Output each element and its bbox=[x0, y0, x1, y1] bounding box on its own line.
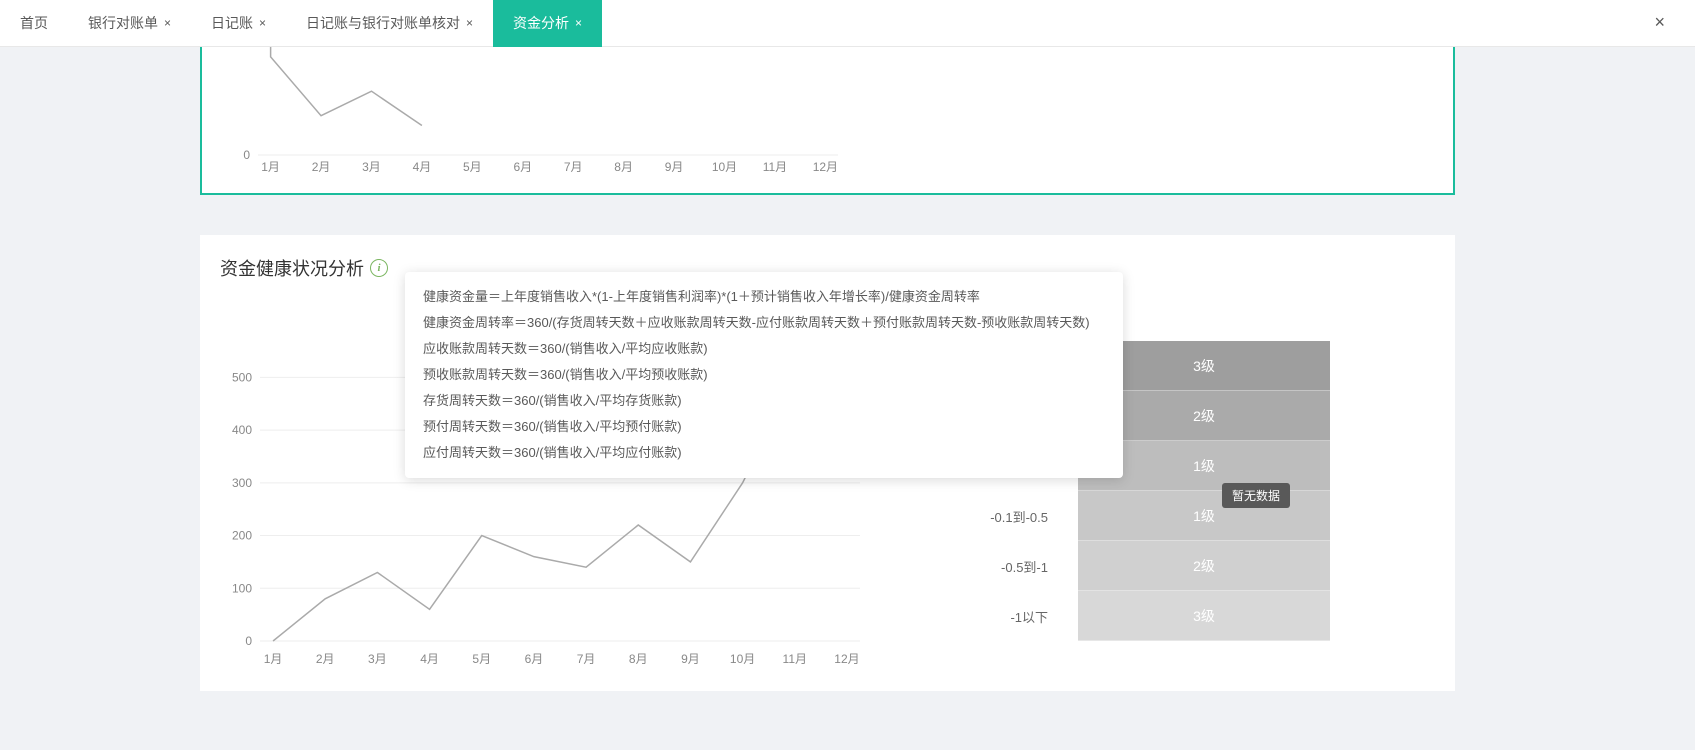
svg-text:6月: 6月 bbox=[525, 652, 544, 666]
tab-reconcile-label: 日记账与银行对账单核对 bbox=[306, 0, 460, 47]
section-title-row: 资金健康状况分析 i bbox=[220, 255, 388, 281]
tooltip-line: 应付周转天数＝360/(销售收入/平均应付账款) bbox=[423, 440, 1105, 466]
svg-text:12月: 12月 bbox=[834, 652, 859, 666]
tooltip-line: 健康资金量＝上年度销售收入*(1-上年度销售利润率)*(1＋预计销售收入年增长率… bbox=[423, 284, 1105, 310]
svg-text:3月: 3月 bbox=[362, 160, 381, 174]
svg-text:4月: 4月 bbox=[420, 652, 439, 666]
svg-text:5月: 5月 bbox=[463, 160, 482, 174]
tabs-bar: 首页 银行对账单 × 日记账 × 日记账与银行对账单核对 × 资金分析 × × bbox=[0, 0, 1695, 47]
svg-text:6月: 6月 bbox=[513, 160, 532, 174]
svg-text:10月: 10月 bbox=[712, 160, 737, 174]
tab-journal-label: 日记账 bbox=[211, 0, 253, 47]
svg-text:9月: 9月 bbox=[665, 160, 684, 174]
svg-text:500: 500 bbox=[232, 370, 252, 384]
tab-home[interactable]: 首页 bbox=[0, 0, 68, 47]
tooltip-line: 应收账款周转天数＝360/(销售收入/平均应收账款) bbox=[423, 336, 1105, 362]
tab-home-label: 首页 bbox=[20, 0, 48, 47]
svg-text:5月: 5月 bbox=[472, 652, 491, 666]
level-badge: 1级 bbox=[1078, 491, 1330, 541]
tooltip-line: 健康资金周转率＝360/(存货周转天数＋应收账款周转天数-应付账款周转天数＋预付… bbox=[423, 310, 1105, 336]
info-icon[interactable]: i bbox=[370, 259, 388, 277]
close-icon[interactable]: × bbox=[164, 0, 171, 47]
svg-text:0: 0 bbox=[243, 148, 250, 162]
section-title: 资金健康状况分析 bbox=[220, 255, 364, 281]
svg-text:1月: 1月 bbox=[264, 652, 283, 666]
svg-text:4月: 4月 bbox=[413, 160, 432, 174]
svg-text:400: 400 bbox=[232, 423, 252, 437]
tab-bank-label: 银行对账单 bbox=[88, 0, 158, 47]
level-row: -0.5到-12级 bbox=[930, 541, 1330, 591]
no-data-tooltip: 暂无数据 bbox=[1222, 483, 1290, 508]
formula-tooltip: 健康资金量＝上年度销售收入*(1-上年度销售利润率)*(1＋预计销售收入年增长率… bbox=[405, 272, 1123, 478]
svg-text:200: 200 bbox=[232, 529, 252, 543]
svg-text:3月: 3月 bbox=[368, 652, 387, 666]
close-icon[interactable]: × bbox=[259, 0, 266, 47]
tab-reconcile[interactable]: 日记账与银行对账单核对 × bbox=[286, 0, 493, 47]
top-chart-card: 0 1月 2月 3月 4月 5月 6月 7月 8月 9月 10月 11月 12月 bbox=[200, 47, 1455, 195]
tooltip-line: 预收账款周转天数＝360/(销售收入/平均预收账款) bbox=[423, 362, 1105, 388]
svg-text:300: 300 bbox=[232, 476, 252, 490]
svg-text:8月: 8月 bbox=[614, 160, 633, 174]
svg-text:8月: 8月 bbox=[629, 652, 648, 666]
level-range-label: -1以下 bbox=[930, 591, 1078, 641]
close-icon[interactable]: × bbox=[575, 0, 582, 47]
level-badge: 3级 bbox=[1078, 591, 1330, 641]
tooltip-line: 预付周转天数＝360/(销售收入/平均预付账款) bbox=[423, 414, 1105, 440]
svg-text:12月: 12月 bbox=[813, 160, 838, 174]
tab-analysis[interactable]: 资金分析 × bbox=[493, 0, 602, 47]
level-row: -1以下3级 bbox=[930, 591, 1330, 641]
tab-journal[interactable]: 日记账 × bbox=[191, 0, 286, 47]
content-area: 01月2月3月4月5月6月7月8月9月10月11月12月 资金健康状况分析 i … bbox=[0, 47, 1695, 691]
level-range-label: -0.1到-0.5 bbox=[930, 491, 1078, 541]
top-chart-svg: 0 1月 2月 3月 4月 5月 6月 7月 8月 9月 10月 11月 12月 bbox=[218, 47, 848, 177]
tab-analysis-label: 资金分析 bbox=[513, 0, 569, 47]
svg-text:7月: 7月 bbox=[577, 652, 596, 666]
svg-text:2月: 2月 bbox=[312, 160, 331, 174]
close-icon[interactable]: × bbox=[466, 0, 473, 47]
svg-text:7月: 7月 bbox=[564, 160, 583, 174]
level-badge: 2级 bbox=[1078, 541, 1330, 591]
svg-text:1月: 1月 bbox=[261, 160, 280, 174]
svg-text:10月: 10月 bbox=[730, 652, 755, 666]
svg-text:11月: 11月 bbox=[783, 652, 807, 666]
svg-text:11月: 11月 bbox=[763, 160, 787, 174]
tab-bank[interactable]: 银行对账单 × bbox=[68, 0, 191, 47]
level-range-label: -0.5到-1 bbox=[930, 541, 1078, 591]
tooltip-line: 存货周转天数＝360/(销售收入/平均存货账款) bbox=[423, 388, 1105, 414]
top-chart: 01月2月3月4月5月6月7月8月9月10月11月12月 bbox=[218, 47, 1437, 157]
svg-text:2月: 2月 bbox=[316, 652, 335, 666]
svg-text:9月: 9月 bbox=[681, 652, 700, 666]
svg-text:0: 0 bbox=[245, 634, 252, 648]
svg-text:100: 100 bbox=[232, 581, 252, 595]
close-all-icon[interactable]: × bbox=[1654, 12, 1665, 33]
